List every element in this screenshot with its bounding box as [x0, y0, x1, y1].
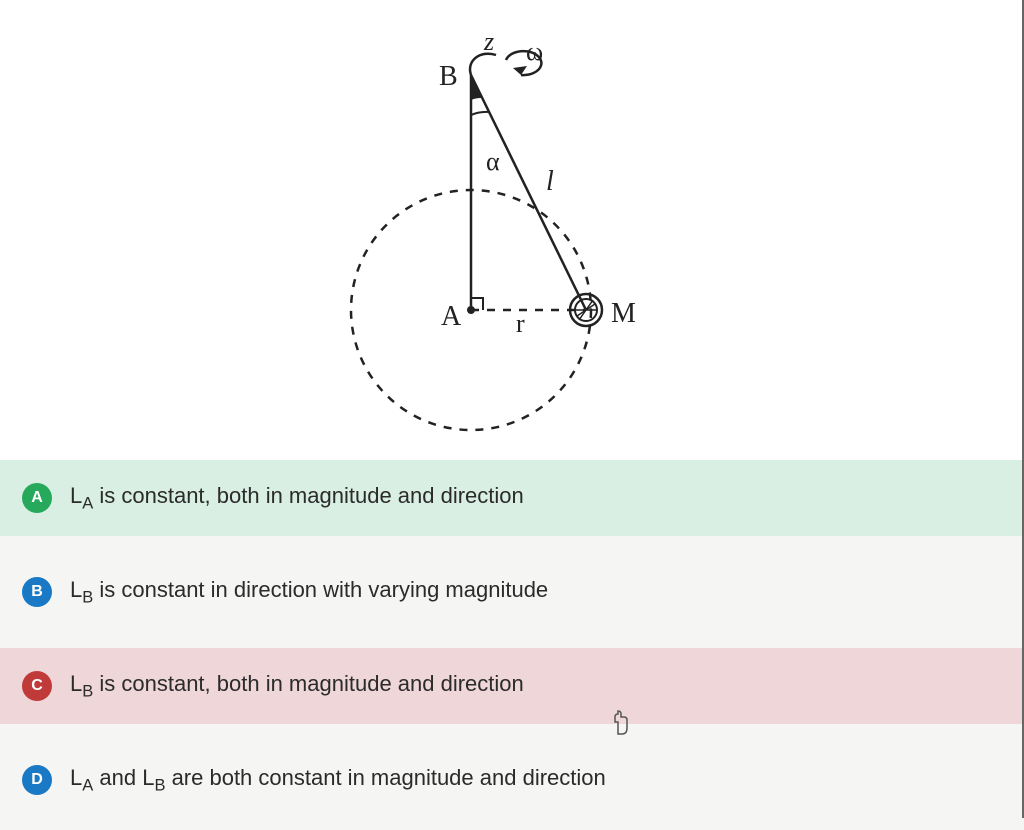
label-alpha: α	[486, 147, 500, 176]
label-m: M	[611, 298, 636, 329]
options-area: A LA is constant, both in magnitude and …	[0, 460, 1024, 818]
z-hook	[470, 54, 496, 75]
physics-diagram: z ω B l α A r M	[301, 10, 721, 450]
option-badge-a: A	[22, 483, 52, 513]
option-text-c: LB is constant, both in magnitude and di…	[70, 669, 524, 703]
option-d[interactable]: D LA and LB are both constant in magnitu…	[0, 742, 1022, 818]
option-badge-d: D	[22, 765, 52, 795]
option-a[interactable]: A LA is constant, both in magnitude and …	[0, 460, 1022, 536]
point-a	[467, 306, 475, 314]
option-text-b: LB is constant in direction with varying…	[70, 575, 548, 609]
label-a: A	[441, 301, 462, 332]
option-badge-b: B	[22, 577, 52, 607]
label-l: l	[546, 166, 554, 197]
label-b: B	[439, 61, 458, 92]
cursor-icon	[610, 710, 632, 742]
label-z: z	[483, 27, 494, 56]
diagram-area: z ω B l α A r M	[0, 0, 1024, 460]
omega-arrowhead	[513, 66, 527, 75]
angle-fill	[471, 75, 482, 100]
option-badge-c: C	[22, 671, 52, 701]
option-c[interactable]: C LB is constant, both in magnitude and …	[0, 648, 1022, 724]
label-r: r	[516, 309, 525, 338]
option-text-d: LA and LB are both constant in magnitude…	[70, 763, 606, 797]
option-b[interactable]: B LB is constant in direction with varyi…	[0, 554, 1022, 630]
label-omega: ω	[526, 37, 543, 66]
option-text-a: LA is constant, both in magnitude and di…	[70, 481, 524, 515]
angle-arc	[471, 112, 489, 115]
